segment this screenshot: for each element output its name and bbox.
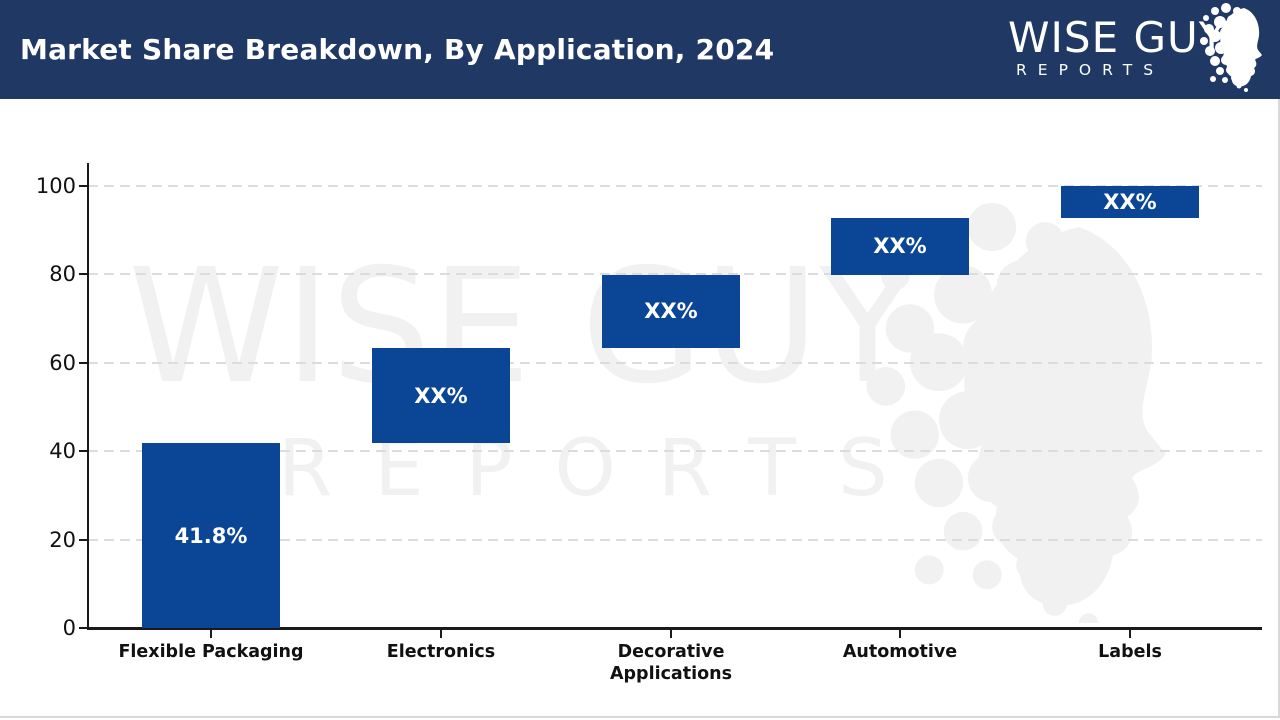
x-axis-label-3: Decorative Applications <box>609 642 733 684</box>
gridline-80 <box>88 273 1262 276</box>
logo-head-icon <box>1200 3 1262 92</box>
bar-value-label: XX% <box>1103 189 1157 214</box>
y-axis-label-80: 80 <box>49 262 76 287</box>
wiseguy-reports-logo: WISE GUY REPORTS <box>1008 3 1262 92</box>
right-border <box>1278 99 1280 718</box>
x-axis-label-2: Electronics <box>386 642 496 662</box>
y-axis-label-60: 60 <box>49 350 76 375</box>
x-axis-tick-1 <box>210 630 212 638</box>
gridline-100 <box>88 185 1262 187</box>
bottom-border <box>0 716 1280 718</box>
x-axis-label-4: Automotive <box>842 642 958 662</box>
y-axis-label-0: 0 <box>62 616 76 640</box>
bar-electronics: XX% <box>372 347 510 444</box>
bar-automotive: XX% <box>831 217 969 275</box>
y-axis-tick-60 <box>79 361 88 364</box>
y-axis-tick-20 <box>79 538 88 541</box>
y-axis-line <box>87 163 89 630</box>
x-axis-tick-5 <box>1129 630 1131 638</box>
y-axis-label-20: 20 <box>49 527 76 552</box>
gridline-40 <box>88 450 1262 453</box>
y-axis-tick-40 <box>79 450 88 453</box>
logo-wiseguy-text: WISE GUY <box>1008 13 1225 62</box>
y-axis-tick-0 <box>79 627 88 629</box>
x-axis-label-1: Flexible Packaging <box>118 642 304 662</box>
y-axis-tick-80 <box>79 273 88 276</box>
bar-value-label: XX% <box>644 299 698 324</box>
bar-decorative-applications: XX% <box>602 274 740 348</box>
x-axis-tick-4 <box>899 630 901 638</box>
x-axis-tick-2 <box>440 630 442 638</box>
bar-value-label: 41.8% <box>174 523 248 548</box>
bar-value-label: XX% <box>414 383 468 408</box>
logo-reports-text: REPORTS <box>1016 61 1164 79</box>
bar-labels: XX% <box>1061 186 1199 218</box>
y-axis-label-100: 100 <box>35 174 76 198</box>
y-axis-tick-100 <box>79 185 88 187</box>
y-axis-label-40: 40 <box>49 439 76 464</box>
bar-value-label: XX% <box>873 234 927 259</box>
x-axis-tick-3 <box>670 630 672 638</box>
gridline-60 <box>88 361 1262 364</box>
x-axis-label-5: Labels <box>1098 642 1162 662</box>
bar-flexible-packaging: 41.8% <box>142 443 280 628</box>
page-title: Market Share Breakdown, By Application, … <box>20 33 775 66</box>
x-axis-line <box>87 627 1262 630</box>
header-bar: Market Share Breakdown, By Application, … <box>0 0 1280 99</box>
gridline-20 <box>88 538 1262 541</box>
